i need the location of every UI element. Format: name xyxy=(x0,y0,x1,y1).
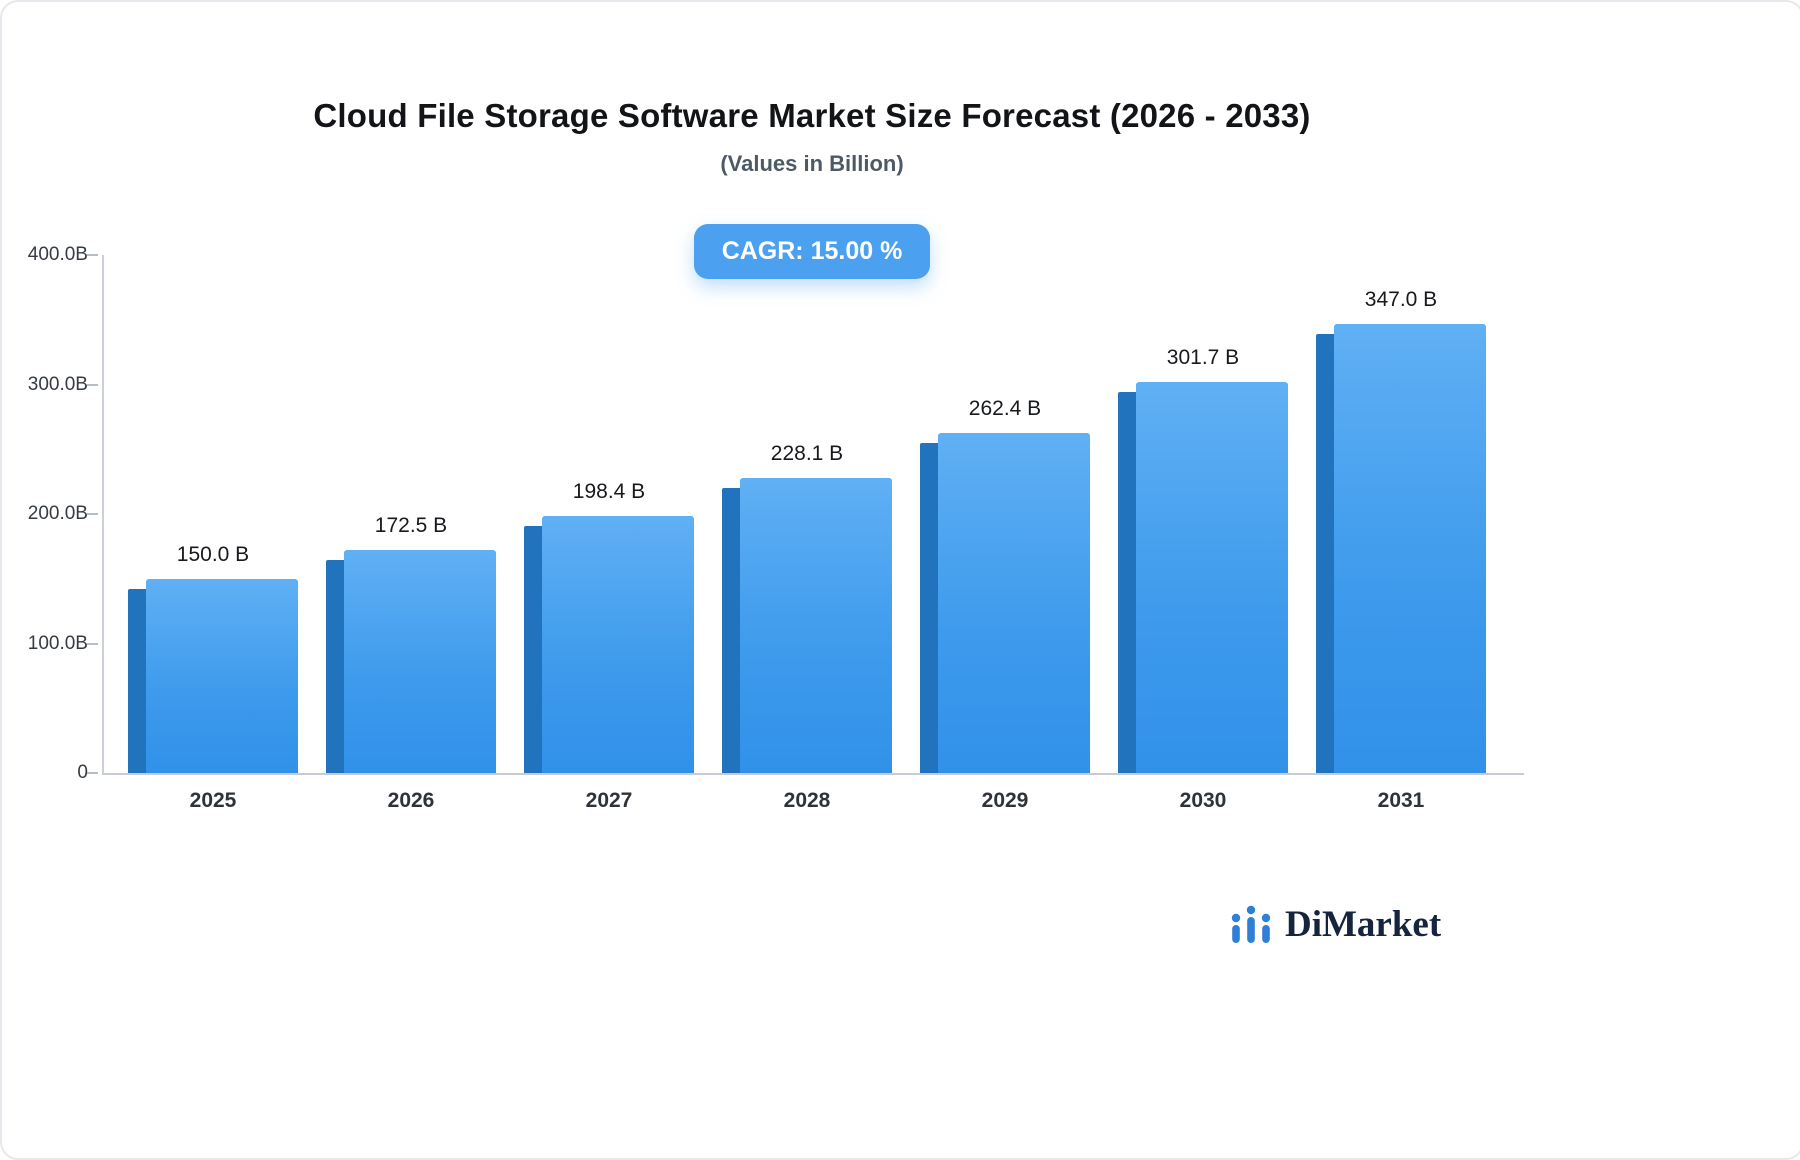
bar-2030: 301.7 B xyxy=(1118,346,1288,773)
bar-value-label: 172.5 B xyxy=(374,513,448,537)
bar-chart-dots-icon xyxy=(1231,905,1271,943)
dimarket-logo-text: DiMarket xyxy=(1285,904,1442,945)
x-axis-label: 2028 xyxy=(783,789,831,812)
y-axis-tick-label: 400.0B xyxy=(27,244,88,265)
cagr-badge-row: CAGR: 15.00 % xyxy=(102,224,1522,279)
bar-2028: 228.1 B xyxy=(722,442,892,773)
bar-side-face xyxy=(128,588,146,773)
bar-value-label: 198.4 B xyxy=(572,480,646,504)
bar-2029: 262.4 B xyxy=(920,397,1090,773)
bar-side-face xyxy=(1118,392,1136,773)
x-axis-label: 2029 xyxy=(981,789,1029,812)
cagr-badge: CAGR: 15.00 % xyxy=(693,224,931,279)
bar-side-face xyxy=(326,559,344,773)
bar-side-face xyxy=(1316,333,1334,773)
bar-2026: 172.5 B xyxy=(326,514,496,773)
bar-value-label: 262.4 B xyxy=(968,397,1042,421)
x-axis-label: 2027 xyxy=(585,789,633,812)
x-axis-label: 2031 xyxy=(1377,789,1425,812)
bar-2025: 150.0 B xyxy=(128,543,298,773)
bar-value-label: 347.0 B xyxy=(1364,287,1438,311)
x-axis-label: 2025 xyxy=(189,789,237,812)
y-axis-tick-label: 100.0B xyxy=(27,632,88,654)
bar-value-label: 228.1 B xyxy=(770,441,844,465)
plot-area: 400.0B 300.0B 200.0B 100.0B 0 150.0 B 2025 172… xyxy=(28,244,1524,812)
y-axis: 400.0B 300.0B 200.0B 100.0B 0 xyxy=(28,244,1524,783)
bar-front-face xyxy=(740,477,892,773)
chart-title: Cloud File Storage Software Market Size … xyxy=(313,97,1311,134)
y-axis-tick-label: 300.0B xyxy=(27,373,88,395)
bar-value-label: 301.7 B xyxy=(1166,346,1240,370)
y-axis-tick-mark xyxy=(87,772,98,774)
bar-front-face xyxy=(1334,323,1486,773)
bar-2027: 198.4 B xyxy=(524,480,694,773)
bar-front-face xyxy=(146,578,298,773)
dimarket-logo: DiMarket xyxy=(1228,903,1441,946)
y-axis-tick-label: 0 xyxy=(77,762,88,783)
bar-side-face xyxy=(920,443,938,773)
bar-front-face xyxy=(542,516,694,773)
x-axis-label: 2030 xyxy=(1179,789,1227,812)
bar-side-face xyxy=(722,487,740,773)
bar-value-label: 150.0 B xyxy=(176,542,250,566)
bar-side-face xyxy=(524,526,542,773)
bar-2031: 347.0 B xyxy=(1316,288,1486,773)
bars-container: 150.0 B 2025 172.5 B 2026 198.4 B 2027 228.1 B… xyxy=(104,255,1524,812)
bar-front-face xyxy=(1136,382,1288,773)
chart-subtitle: (Values in Billion) xyxy=(720,151,904,176)
bar-front-face xyxy=(344,549,496,773)
y-axis-tick-mark xyxy=(87,254,98,256)
y-axis-tick-mark xyxy=(87,383,98,386)
y-axis-tick-mark xyxy=(87,642,98,645)
y-axis-tick-label: 200.0B xyxy=(27,503,88,524)
bar-front-face xyxy=(938,433,1090,773)
x-axis-label: 2026 xyxy=(387,789,435,812)
y-axis-tick-mark xyxy=(87,513,98,515)
